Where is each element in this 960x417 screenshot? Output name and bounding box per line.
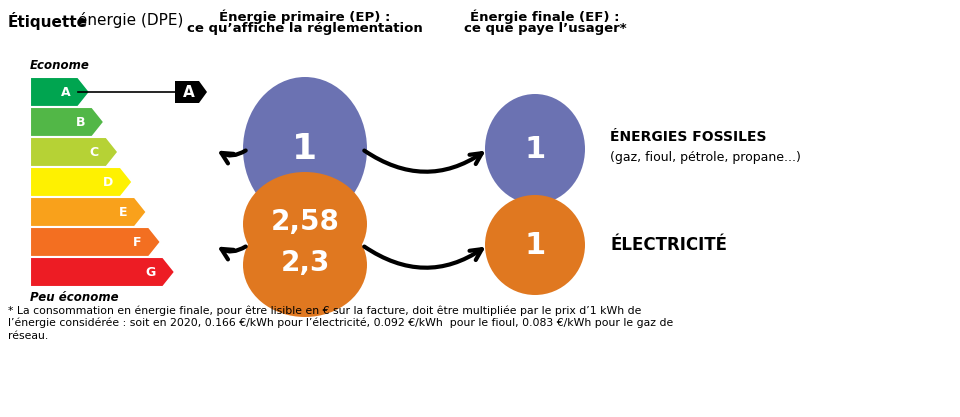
Ellipse shape [243, 213, 367, 317]
Text: ce qu’affiche la réglementation: ce qu’affiche la réglementation [187, 22, 422, 35]
Text: énergie (DPE): énergie (DPE) [73, 12, 183, 28]
Text: Énergie primaire (EP) :: Énergie primaire (EP) : [219, 9, 391, 23]
Text: 1: 1 [524, 231, 545, 259]
Text: 1: 1 [524, 135, 545, 163]
Polygon shape [30, 137, 118, 167]
Text: Peu économe: Peu économe [30, 291, 119, 304]
Text: A: A [183, 85, 195, 100]
Text: Étiquette: Étiquette [8, 12, 88, 30]
Polygon shape [30, 257, 175, 287]
Text: G: G [146, 266, 156, 279]
Text: ÉLECTRICITÉ: ÉLECTRICITÉ [610, 236, 727, 254]
Ellipse shape [243, 77, 367, 221]
Text: F: F [132, 236, 141, 249]
Ellipse shape [243, 172, 367, 276]
Text: 2,3: 2,3 [280, 249, 329, 277]
Polygon shape [30, 167, 132, 197]
Text: réseau.: réseau. [8, 331, 48, 341]
Text: Econome: Econome [30, 59, 90, 72]
Polygon shape [30, 227, 161, 257]
Text: E: E [118, 206, 127, 219]
Text: A: A [61, 85, 71, 98]
Text: C: C [90, 146, 99, 158]
Text: ce que paye l’usager*: ce que paye l’usager* [464, 22, 626, 35]
Text: * La consommation en énergie finale, pour être lisible en € sur la facture, doit: * La consommation en énergie finale, pou… [8, 305, 641, 316]
Ellipse shape [485, 195, 585, 295]
Text: ÉNERGIES FOSSILES: ÉNERGIES FOSSILES [610, 130, 766, 144]
Text: B: B [76, 116, 84, 128]
Polygon shape [30, 197, 147, 227]
Ellipse shape [485, 94, 585, 204]
Text: Énergie finale (EF) :: Énergie finale (EF) : [470, 9, 620, 23]
Polygon shape [30, 77, 90, 107]
Polygon shape [30, 107, 105, 137]
Text: D: D [104, 176, 113, 188]
Text: 2,58: 2,58 [271, 208, 340, 236]
Text: l’énergie considérée : soit en 2020, 0.166 €/kWh pour l’électricité, 0.092 €/kWh: l’énergie considérée : soit en 2020, 0.1… [8, 318, 673, 329]
Polygon shape [175, 81, 207, 103]
Text: (gaz, fioul, pétrole, propane...): (gaz, fioul, pétrole, propane...) [610, 151, 801, 163]
Text: 1: 1 [293, 132, 318, 166]
